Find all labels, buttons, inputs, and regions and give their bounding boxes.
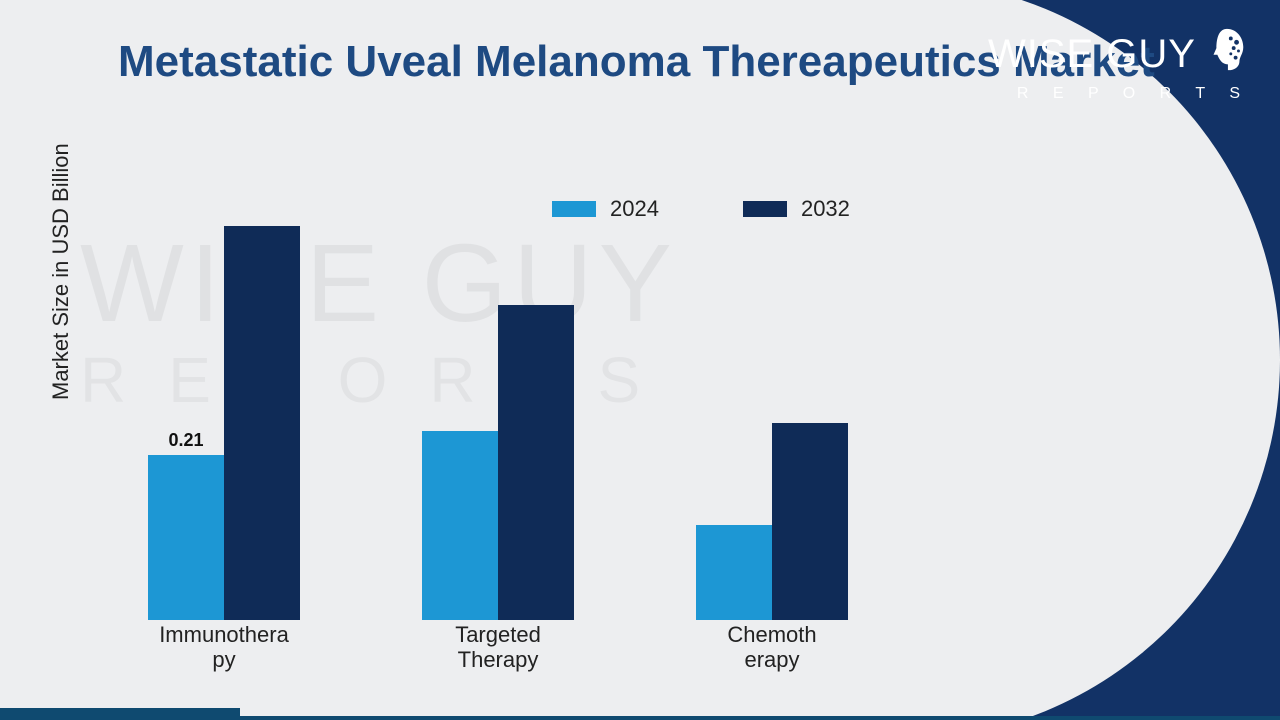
category-label: TargetedTherapy [418, 622, 578, 673]
legend-item: 2024 [552, 196, 659, 222]
bar-group: 0.21 [148, 226, 300, 620]
bar [772, 423, 848, 620]
legend: 2024 2032 [552, 196, 850, 222]
bar-group [696, 423, 848, 620]
brand-logo-line1: WISE GUY [988, 26, 1250, 81]
brand-logo-line2: R E P O R T S [988, 85, 1250, 103]
bar [148, 455, 224, 620]
bar [422, 431, 498, 620]
category-label: Immunotherapy [144, 622, 304, 673]
brand-logo: WISE GUY R E P O R T S [988, 26, 1250, 103]
bar [696, 525, 772, 620]
legend-item: 2032 [743, 196, 850, 222]
category-label: Chemotherapy [692, 622, 852, 673]
page-root: WISE GUY REPORTS WISE GUY R E P O R T S … [0, 0, 1280, 720]
bar-group [422, 305, 574, 620]
bar [224, 226, 300, 620]
bar [498, 305, 574, 620]
footer-accent [0, 708, 240, 720]
legend-label: 2032 [801, 196, 850, 222]
chart-plot: 0.21 [116, 226, 936, 620]
legend-label: 2024 [610, 196, 659, 222]
legend-swatch [552, 201, 596, 217]
legend-swatch [743, 201, 787, 217]
brand-head-icon [1202, 26, 1250, 81]
bar-value-label: 0.21 [148, 430, 224, 451]
brand-text-line1: WISE GUY [988, 34, 1196, 74]
y-axis-label: Market Size in USD Billion [48, 143, 74, 400]
